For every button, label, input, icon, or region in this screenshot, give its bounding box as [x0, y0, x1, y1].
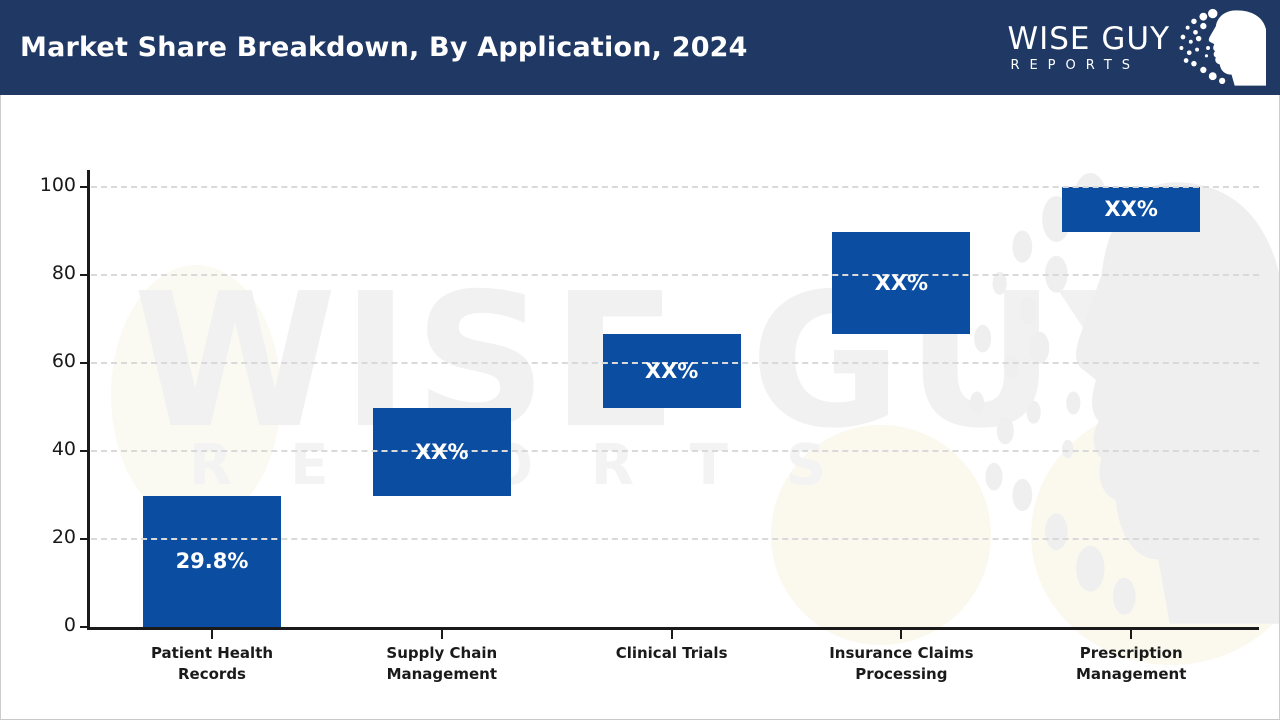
y-tick-mark — [80, 362, 89, 364]
y-tick-label: 20 — [51, 526, 76, 548]
category-label-line: Supply Chain — [386, 644, 498, 662]
y-tick-mark — [80, 186, 89, 188]
y-gridline — [91, 538, 1259, 540]
y-gridline — [91, 362, 1259, 364]
y-tick-label: 0 — [63, 614, 76, 636]
category-label: Prescription Management — [1011, 643, 1251, 685]
category-label: Insurance Claims Processing — [781, 643, 1021, 685]
category-label-line: Patient Health — [150, 644, 274, 662]
waterfall-bar — [1062, 187, 1201, 232]
category-label-line: Management — [386, 665, 497, 683]
bar-value-label: XX% — [1104, 197, 1158, 222]
y-tick-label: 100 — [39, 174, 76, 196]
y-tick-label: 40 — [51, 438, 76, 460]
category-label: Supply Chain Management — [322, 643, 562, 685]
waterfall-bar — [832, 231, 971, 335]
category-label: Clinical Trials — [552, 643, 792, 664]
bar-value-label: XX% — [874, 271, 929, 296]
category-label-line: Prescription — [1079, 644, 1183, 662]
x-axis-line — [87, 627, 1259, 630]
category-label: Patient Health Records — [92, 643, 332, 685]
category-label-line: Insurance Claims — [829, 644, 974, 662]
watermark-blob — [111, 265, 281, 525]
logo-subtext: REPORTS — [1010, 57, 1141, 73]
category-label-line: Clinical Trials — [615, 644, 728, 662]
header: Market Share Breakdown, By Application, … — [0, 0, 1280, 95]
x-tick-mark — [900, 630, 903, 639]
page-title: Market Share Breakdown, By Application, … — [20, 32, 748, 63]
x-tick-mark — [1130, 630, 1133, 639]
y-gridline — [91, 450, 1259, 452]
waterfall-bar — [143, 495, 281, 627]
y-gridline — [91, 186, 1259, 188]
bar-value-label: XX% — [644, 359, 699, 384]
x-tick-mark — [211, 630, 213, 639]
y-tick-mark — [80, 274, 89, 276]
y-gridline — [91, 274, 1259, 276]
watermark-blob — [771, 425, 991, 645]
waterfall-bar — [602, 334, 741, 408]
y-axis-line — [87, 170, 90, 630]
category-label-line: Processing — [855, 665, 948, 683]
bar-value-label: XX% — [415, 439, 469, 464]
category-label-line: Records — [178, 665, 246, 683]
y-tick-mark — [80, 450, 89, 452]
logo: WISE GUY REPORTS — [1007, 8, 1266, 88]
y-tick-label: 60 — [51, 350, 76, 372]
y-tick-mark — [80, 626, 89, 628]
x-tick-mark — [670, 630, 673, 639]
logo-wordmark: WISE GUY — [1007, 20, 1170, 57]
waterfall-chart: 0 20 40 60 80 100 29.8% Patient Health Records XX… — [1, 95, 1279, 719]
y-tick-mark — [80, 538, 89, 540]
logo-text: WISE GUY REPORTS — [1007, 20, 1170, 73]
x-tick-mark — [440, 630, 443, 639]
logo-face-icon — [1179, 8, 1266, 86]
bar-value-label: 29.8% — [175, 549, 249, 574]
chart-area: WISE GUY REPORTS 0 20 40 60 80 100 29.8% Patien… — [0, 95, 1280, 720]
y-tick-label: 80 — [51, 262, 76, 284]
category-label-line: Management — [1075, 665, 1187, 683]
